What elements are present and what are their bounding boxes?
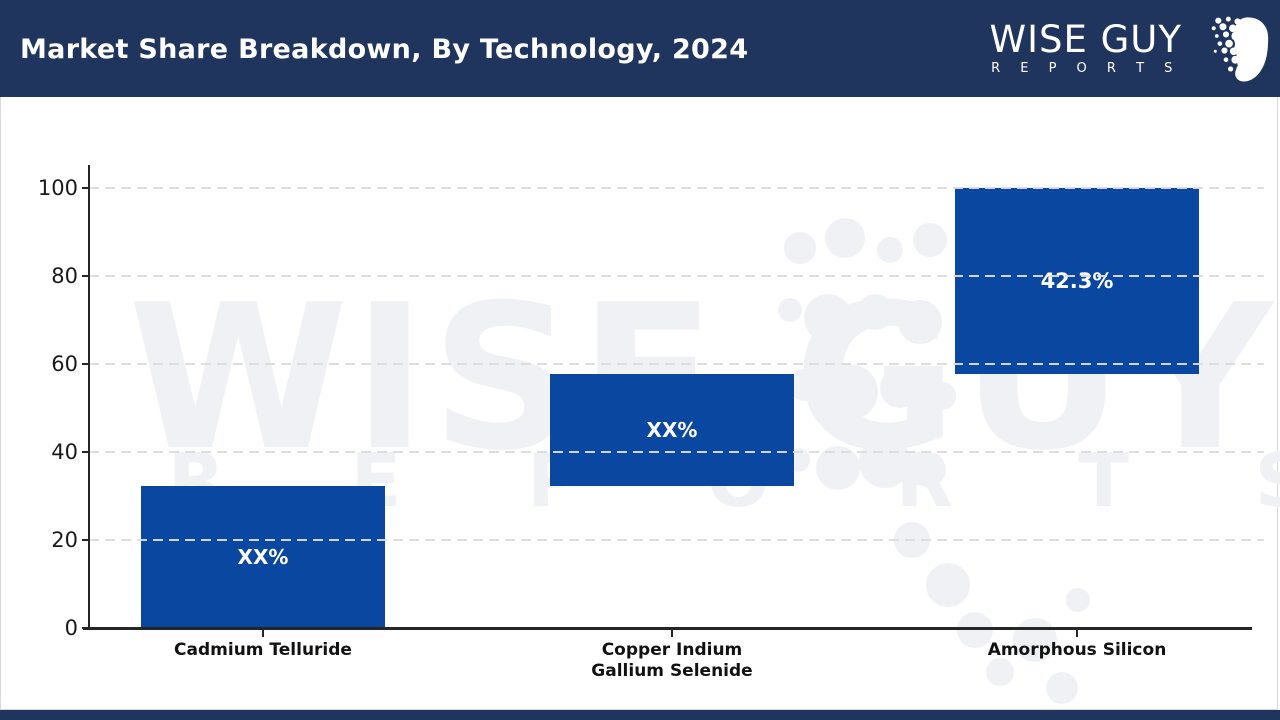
x-category-label-0: Cadmium Telluride — [174, 640, 352, 660]
brand-face-icon — [1211, 16, 1269, 82]
y-tick-label-60: 60 — [51, 352, 78, 376]
y-tick-label-20: 20 — [51, 528, 78, 552]
x-tick-0 — [262, 629, 264, 637]
brand-logo-subtext: R E P O R T S — [991, 61, 1181, 76]
bar-value-label: XX% — [237, 544, 289, 569]
y-tick-100 — [82, 187, 88, 189]
y-tick-80 — [82, 275, 88, 277]
footer-band — [0, 710, 1280, 720]
x-axis-line — [83, 627, 1252, 630]
x-tick-2 — [1076, 629, 1078, 637]
bar-0: XX% — [141, 485, 385, 628]
x-tick-1 — [671, 629, 673, 637]
gridline-60 — [89, 363, 1264, 365]
y-tick-label-0: 0 — [64, 616, 78, 640]
gridline-40 — [89, 451, 1264, 453]
gridline-80 — [89, 275, 1264, 277]
brand-logo-wordmark: WISE GUY — [989, 18, 1182, 61]
y-tick-label-40: 40 — [51, 440, 78, 464]
page-title: Market Share Breakdown, By Technology, 2… — [20, 34, 749, 65]
bar-value-label: 42.3% — [1040, 269, 1114, 294]
y-tick-label-100: 100 — [37, 176, 78, 200]
brand-logo: WISE GUY R E P O R T S — [990, 20, 1182, 77]
gridline-20 — [89, 539, 1264, 541]
bar-value-label: XX% — [646, 417, 698, 442]
y-axis-spine — [88, 165, 90, 628]
y-tick-60 — [82, 363, 88, 365]
x-category-label-2: Amorphous Silicon — [987, 640, 1167, 660]
header-band: Market Share Breakdown, By Technology, 2… — [0, 0, 1280, 97]
gridline-100 — [89, 187, 1264, 189]
y-tick-label-80: 80 — [51, 264, 78, 288]
bar-1: XX% — [550, 374, 794, 486]
x-category-label-1: Copper Indium Gallium Selenide — [591, 640, 753, 681]
y-tick-40 — [82, 451, 88, 453]
y-tick-20 — [82, 539, 88, 541]
bar-2: 42.3% — [955, 188, 1199, 375]
